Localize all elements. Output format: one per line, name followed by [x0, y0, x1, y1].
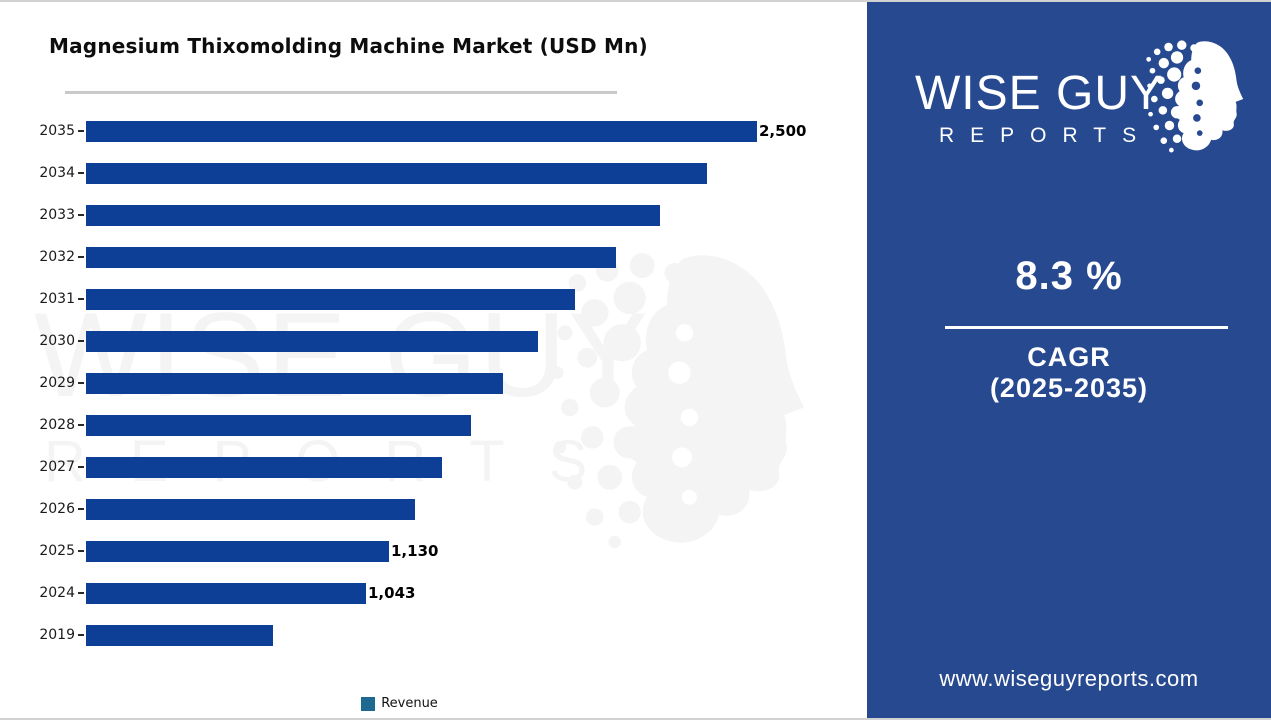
revenue-bar-2029 — [86, 372, 503, 394]
y-axis-tick — [78, 550, 84, 552]
title-divider — [65, 91, 617, 94]
y-axis-label-2034: 2034 — [39, 165, 75, 181]
watermark-head-profile-icon — [548, 253, 805, 549]
y-axis-tick — [78, 172, 84, 174]
top-border-line — [0, 0, 1271, 2]
brand-sidebar: WISE GUY REPORTS 8.3 % CAGR (2025-2035) … — [867, 2, 1271, 718]
chart-row-2025: 2025 1,130 — [0, 530, 867, 572]
logo-reports-text: REPORTS — [939, 124, 1153, 147]
chart-row-2029: 2029 — [0, 362, 867, 404]
website-link[interactable]: www.wiseguyreports.com — [939, 666, 1199, 691]
revenue-bar-2024 — [86, 582, 366, 604]
revenue-bar-2030 — [86, 330, 538, 352]
chart-row-2019: 2019 — [0, 614, 867, 656]
y-axis-tick — [78, 340, 84, 342]
chart-row-2033: 2033 — [0, 194, 867, 236]
cagr-period: (2025-2035) — [989, 373, 1149, 403]
y-axis-tick — [78, 382, 84, 384]
bar-rows: 2035 2,500 2034 2033 2032 2031 2030 2029 2028 202… — [0, 110, 867, 656]
y-axis-tick — [78, 508, 84, 510]
bottom-border-line — [0, 718, 1271, 720]
y-axis-label-2025: 2025 — [39, 543, 75, 559]
chart-row-2030: 2030 — [0, 320, 867, 362]
y-axis-label-2035: 2035 — [39, 123, 75, 139]
y-axis-tick — [78, 634, 84, 636]
bar-value-label-2025: 1,130 — [391, 542, 439, 560]
y-axis-label-2031: 2031 — [39, 291, 75, 307]
y-axis-label-2033: 2033 — [39, 207, 75, 223]
cagr-value: 8.3 % — [1015, 254, 1123, 298]
y-axis-tick — [78, 424, 84, 426]
logo-wordmark: WISE GUY — [915, 67, 1164, 120]
y-axis-label-2028: 2028 — [39, 417, 75, 433]
chart-row-2027: 2027 — [0, 446, 867, 488]
revenue-bar-2035 — [86, 120, 757, 142]
watermark-wordmark: WISE GUY — [34, 288, 651, 422]
cagr-label: CAGR — [1027, 342, 1111, 372]
y-axis-tick — [78, 256, 84, 258]
revenue-bar-2019 — [86, 624, 273, 646]
revenue-bar-2025 — [86, 540, 389, 562]
y-axis-label-2027: 2027 — [39, 459, 75, 475]
y-axis-tick — [78, 466, 84, 468]
cagr-divider — [945, 326, 1228, 329]
chart-panel: WISE GUY REPORTS Magnesium Thixomolding … — [0, 2, 867, 718]
chart-row-2028: 2028 — [0, 404, 867, 446]
revenue-bar-2027 — [86, 456, 442, 478]
bar-value-label-2035: 2,500 — [759, 122, 807, 140]
revenue-bar-2033 — [86, 204, 660, 226]
y-axis-label-2024: 2024 — [39, 585, 75, 601]
revenue-bar-2028 — [86, 414, 471, 436]
chart-row-2035: 2035 2,500 — [0, 110, 867, 152]
revenue-bar-2031 — [86, 288, 575, 310]
chart-row-2034: 2034 — [0, 152, 867, 194]
y-axis-label-2026: 2026 — [39, 501, 75, 517]
y-axis-label-2032: 2032 — [39, 249, 75, 265]
revenue-bar-2026 — [86, 498, 415, 520]
revenue-bar-2032 — [86, 246, 616, 268]
chart-row-2032: 2032 — [0, 236, 867, 278]
revenue-bar-2034 — [86, 162, 707, 184]
legend-label-revenue: Revenue — [381, 696, 438, 711]
background-watermark: WISE GUY REPORTS — [0, 2, 867, 718]
y-axis-tick — [78, 298, 84, 300]
y-axis-tick — [78, 214, 84, 216]
y-axis-label-2030: 2030 — [39, 333, 75, 349]
y-axis-label-2029: 2029 — [39, 375, 75, 391]
y-axis-tick — [78, 592, 84, 594]
logo-head-profile-icon — [1146, 40, 1244, 153]
chart-legend: Revenue — [64, 696, 735, 711]
chart-row-2031: 2031 — [0, 278, 867, 320]
bar-value-label-2024: 1,043 — [368, 584, 416, 602]
legend-swatch-revenue — [361, 696, 376, 711]
y-axis-tick — [78, 130, 84, 132]
chart-row-2024: 2024 1,043 — [0, 572, 867, 614]
y-axis-label-2019: 2019 — [39, 627, 75, 643]
chart-row-2026: 2026 — [0, 488, 867, 530]
chart-title: Magnesium Thixomolding Machine Market (U… — [49, 34, 648, 58]
